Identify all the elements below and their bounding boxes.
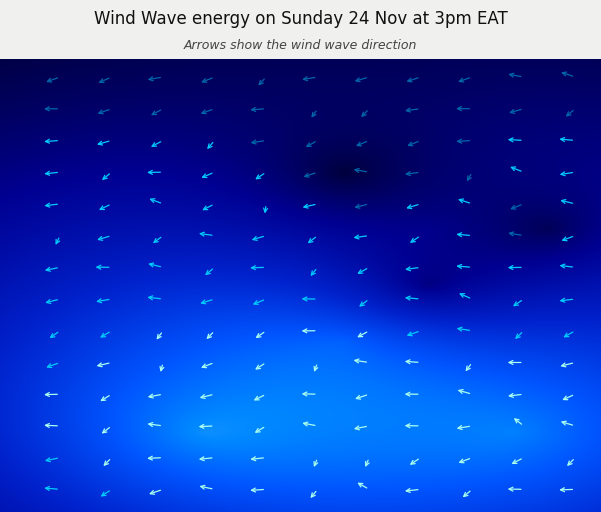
Text: Arrows show the wind wave direction: Arrows show the wind wave direction [184, 39, 417, 52]
Text: Wind Wave energy on Sunday 24 Nov at 3pm EAT: Wind Wave energy on Sunday 24 Nov at 3pm… [94, 10, 507, 28]
